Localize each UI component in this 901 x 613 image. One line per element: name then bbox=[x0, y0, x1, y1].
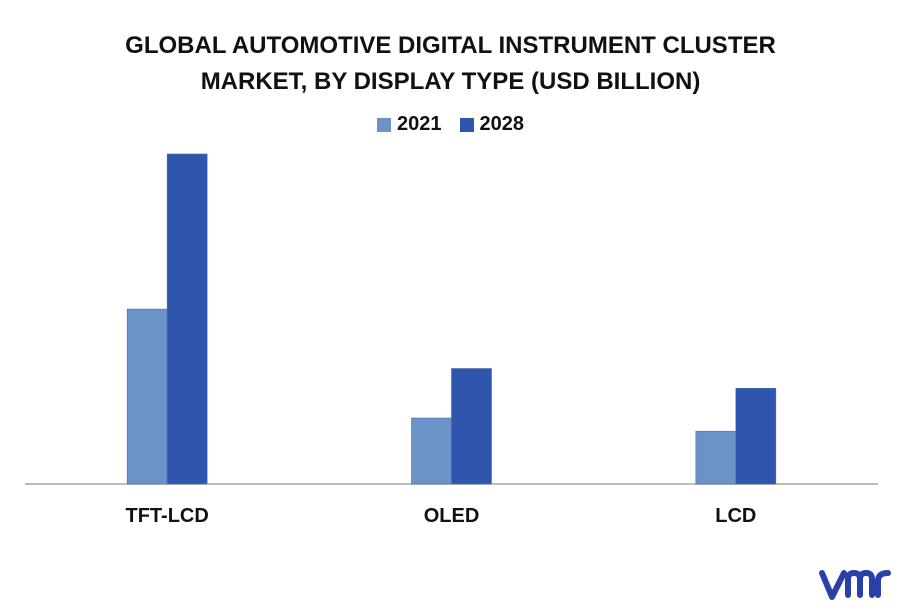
legend-item-2021: 2021 bbox=[377, 113, 442, 136]
bar-lcd-2021 bbox=[695, 430, 737, 485]
legend-item-2028: 2028 bbox=[459, 113, 525, 136]
bar-oled-2028 bbox=[451, 368, 492, 485]
legend-swatch-2021 bbox=[377, 117, 391, 132]
bar-tft-lcd-2021 bbox=[126, 308, 168, 485]
chart-title-line-2: MARKET, BY DISPLAY TYPE (USD BILLION) bbox=[200, 68, 701, 95]
bar-tft-lcd-2028 bbox=[166, 153, 208, 485]
vmr-logo-icon bbox=[819, 570, 891, 600]
bar-oled-2021 bbox=[411, 417, 452, 485]
chart-legend: 2021 2028 bbox=[0, 113, 901, 136]
x-tick-label-tft-lcd: TFT-LCD bbox=[126, 505, 209, 527]
x-tick-label-lcd: LCD bbox=[715, 505, 756, 527]
chart-title-line-1: GLOBAL AUTOMOTIVE DIGITAL INSTRUMENT CLU… bbox=[125, 32, 776, 59]
bar-lcd-2028 bbox=[735, 387, 777, 485]
x-tick-label-oled: OLED bbox=[424, 505, 480, 527]
legend-label-2021: 2021 bbox=[397, 113, 442, 135]
legend-swatch-2028 bbox=[459, 117, 474, 132]
legend-label-2028: 2028 bbox=[479, 113, 525, 135]
chart-title: GLOBAL AUTOMOTIVE DIGITAL INSTRUMENT CLU… bbox=[0, 28, 901, 100]
